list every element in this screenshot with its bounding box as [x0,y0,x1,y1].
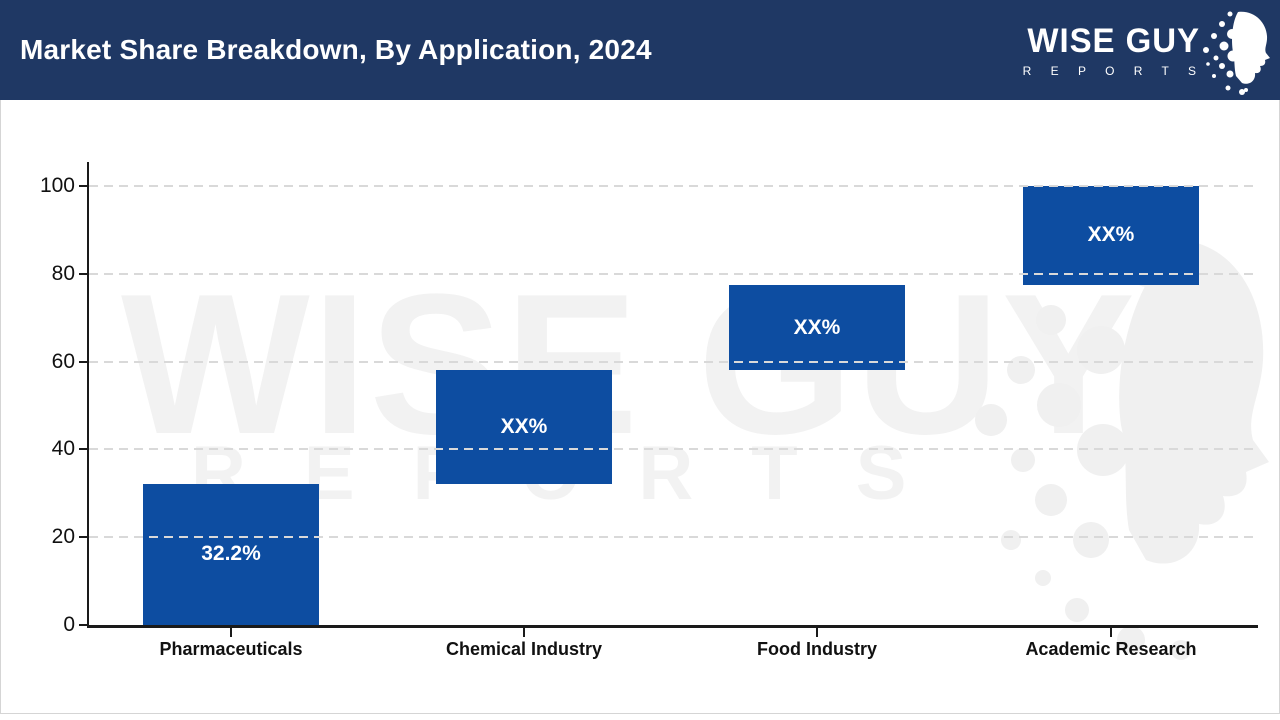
y-tick-40 [79,448,87,451]
x-axis-label-food-industry: Food Industry [757,639,877,659]
y-tick-label-20: 20 [51,525,75,549]
bar-value-label-pharmaceuticals: 32.2% [201,542,261,566]
bar-value-label-chemical-industry: XX% [500,415,548,438]
gridline-100 [89,185,1257,187]
x-axis-label-academic-research: Academic Research [1025,639,1197,659]
y-tick-label-60: 60 [51,349,75,373]
y-tick-100 [79,185,87,187]
logo-subtitle: R E P O R T S [1022,64,1204,78]
gridline-60 [89,360,1257,363]
bar-value-label-academic-research: XX% [1087,223,1135,247]
y-tick-label-0: 0 [63,613,75,636]
x-tick-chemical-industry [523,628,525,637]
bar-food-industry[interactable]: XX% [729,284,905,371]
plot-area: 0 20 40 60 80 100 32.2% Pharmaceuticals XX% Chemi… [1,100,1279,713]
y-axis-line [87,162,89,628]
header-bar: Market Share Breakdown, By Application, … [0,0,1280,100]
y-tick-label-100: 100 [39,174,75,197]
x-axis-label-chemical-industry: Chemical Industry [445,639,603,659]
bar-chemical-industry[interactable]: XX% [436,370,612,484]
y-tick-60 [79,360,87,363]
page-title: Market Share Breakdown, By Application, … [20,34,652,65]
logo-face-icon [1203,11,1270,95]
bar-academic-research[interactable]: XX% [1023,186,1199,285]
y-tick-20 [79,536,87,539]
y-tick-label-40: 40 [51,437,75,461]
y-tick-label-80: 80 [51,261,75,285]
x-tick-academic-research [1110,628,1112,637]
x-axis-label-pharmaceuticals: Pharmaceuticals [159,639,303,659]
bar-pharmaceuticals[interactable]: 32.2% [143,483,319,625]
logo-wordmark: WISE GUY [1026,22,1200,60]
gridline-20 [89,536,1257,539]
watermark-face-icon [975,240,1269,660]
x-tick-pharmaceuticals [230,628,232,637]
wise-guy-logo: WISE GUY R E P O R T S [1022,4,1272,96]
gridline-40 [89,448,1257,451]
bar-value-label-food-industry: XX% [793,315,841,339]
x-axis-line [87,625,1258,628]
y-tick-0 [79,624,87,626]
x-tick-food-industry [816,628,818,637]
y-tick-80 [79,272,87,275]
watermark-wordmark: WISE GUY [121,253,1138,476]
gridline-80 [89,272,1257,275]
logo-text: WISE GUY R E P O R T S [1023,22,1204,78]
